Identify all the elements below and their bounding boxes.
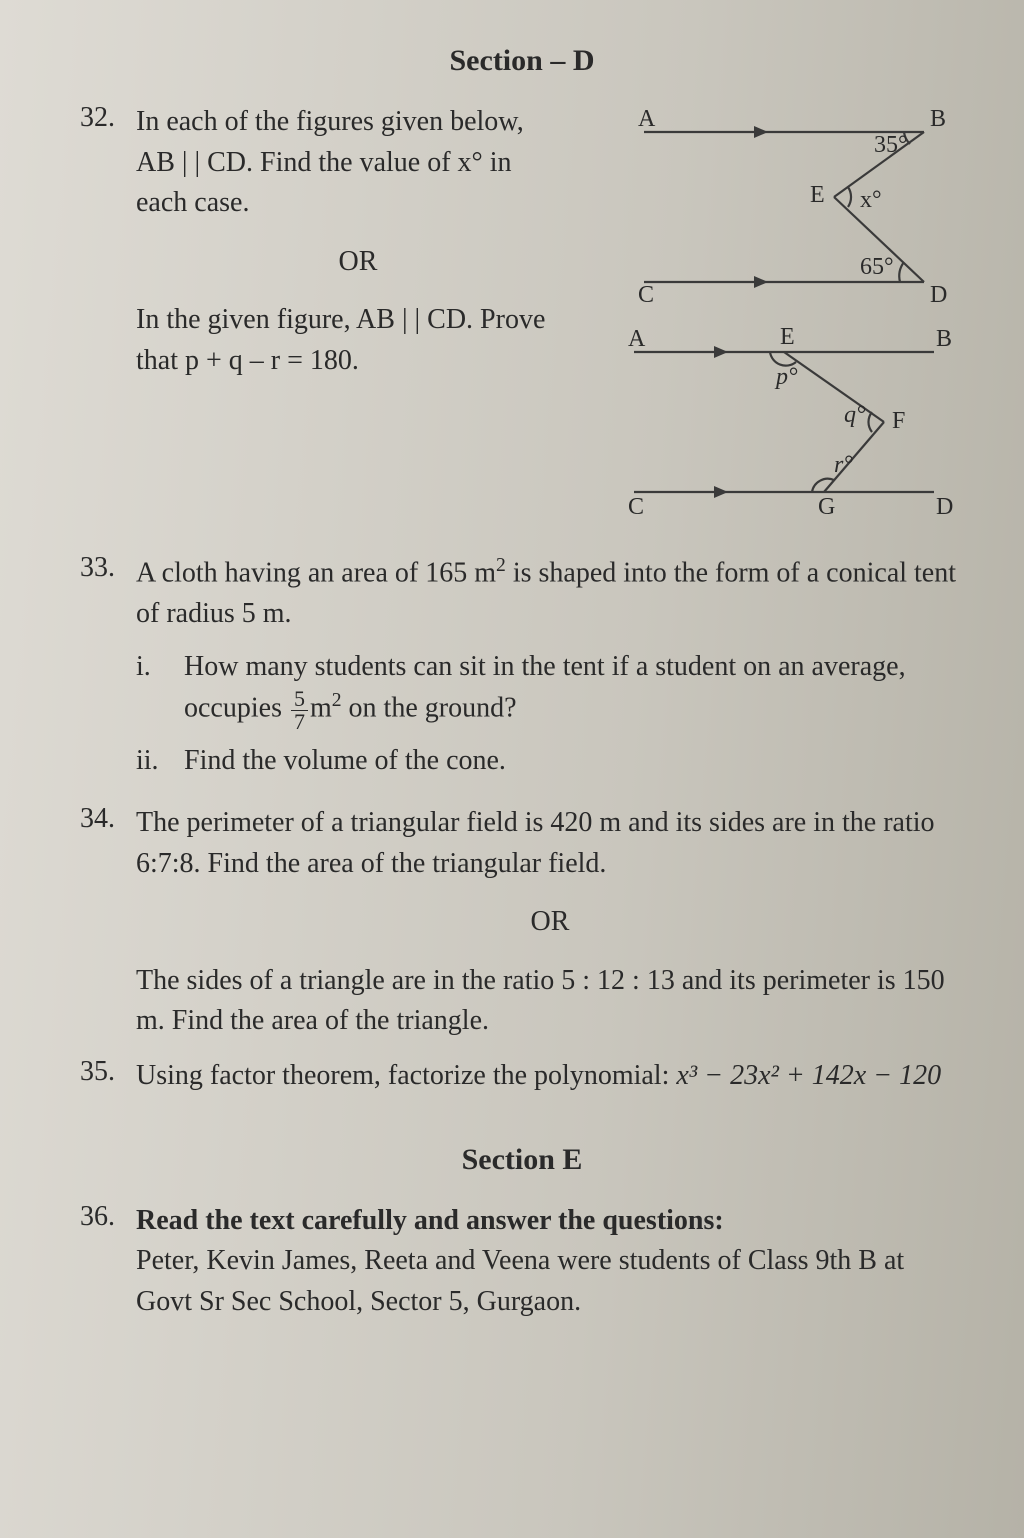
q36-lead: Read the text carefully and answer the q… bbox=[136, 1205, 724, 1236]
q34-text: The perimeter of a triangular field is 4… bbox=[136, 807, 935, 879]
q35-number: 35. bbox=[80, 1056, 136, 1088]
q34-alt: The sides of a triangle are in the ratio… bbox=[136, 965, 945, 1037]
q33-ii-body: Find the volume of the cone. bbox=[184, 741, 964, 782]
fig2-D: D bbox=[936, 494, 953, 520]
fig2-B: B bbox=[936, 326, 952, 352]
q32-body: In each of the figures given below, AB |… bbox=[136, 102, 580, 382]
q36-number: 36. bbox=[80, 1201, 136, 1233]
q34-body: The perimeter of a triangular field is 4… bbox=[136, 803, 964, 1042]
q32-block: 32. In each of the figures given below, … bbox=[80, 102, 964, 522]
q36-text: Peter, Kevin James, Reeta and Veena were… bbox=[136, 1245, 904, 1317]
q34-row: 34. The perimeter of a triangular field … bbox=[80, 803, 964, 1042]
q33-number: 33. bbox=[80, 552, 136, 584]
fig2-q: q° bbox=[844, 402, 866, 428]
fig1-B: B bbox=[930, 106, 946, 132]
q32-number: 32. bbox=[80, 102, 136, 134]
fig1-C: C bbox=[638, 282, 654, 308]
q33-body: A cloth having an area of 165 m2 is shap… bbox=[136, 552, 964, 789]
q32-line2: AB | | CD. Find the value of x° in bbox=[136, 147, 512, 178]
q33-i-c: on the ground? bbox=[342, 692, 517, 723]
page: Section – D 32. In each of the figures g… bbox=[0, 0, 1024, 1538]
q32-figure1: A B C D E 35° x° 65° bbox=[604, 102, 964, 322]
q35-text-a: Using factor theorem, factorize the poly… bbox=[136, 1060, 676, 1091]
q32-line1: In each of the figures given below, bbox=[136, 106, 524, 137]
q36-row: 36. Read the text carefully and answer t… bbox=[80, 1201, 964, 1323]
q33-i-frac-num: 5 bbox=[291, 688, 308, 711]
q32-or: OR bbox=[136, 242, 580, 283]
q33-i-body: How many students can sit in the tent if… bbox=[184, 647, 964, 733]
section-d-title: Section – D bbox=[80, 44, 964, 78]
q33-ii: ii. Find the volume of the cone. bbox=[136, 741, 964, 782]
q35-poly: x³ − 23x² + 142x − 120 bbox=[676, 1060, 941, 1091]
fig1-E: E bbox=[810, 182, 825, 208]
fig1-A: A bbox=[638, 106, 656, 132]
q32-line3: each case. bbox=[136, 187, 249, 218]
fig2-C: C bbox=[628, 494, 644, 520]
q33-ii-num: ii. bbox=[136, 741, 184, 782]
fig2-F: F bbox=[892, 408, 905, 434]
q32-alt-line2: that p + q – r = 180. bbox=[136, 345, 359, 376]
q33-i-b: m bbox=[310, 692, 332, 723]
fig1-D: D bbox=[930, 282, 947, 308]
fig1-x: x° bbox=[860, 187, 882, 213]
q33-row: 33. A cloth having an area of 165 m2 is … bbox=[80, 552, 964, 789]
q35-body: Using factor theorem, factorize the poly… bbox=[136, 1056, 964, 1097]
q33-i-frac: 57 bbox=[291, 688, 308, 733]
fig1-65: 65° bbox=[860, 254, 894, 280]
fig2-r: r° bbox=[834, 452, 853, 478]
q36-body: Read the text carefully and answer the q… bbox=[136, 1201, 964, 1323]
q33-i: i. How many students can sit in the tent… bbox=[136, 647, 964, 733]
fig2-G: G bbox=[818, 494, 835, 520]
q32-figures: A B C D E 35° x° 65° bbox=[604, 102, 964, 522]
fig1-35: 35° bbox=[874, 132, 908, 158]
fig2-A: A bbox=[628, 326, 646, 352]
q32-figure2: A E B C G D F p° q° r° bbox=[604, 322, 964, 522]
q33-i-frac-den: 7 bbox=[291, 711, 308, 733]
q35-row: 35. Using factor theorem, factorize the … bbox=[80, 1056, 964, 1097]
q32-row: 32. In each of the figures given below, … bbox=[80, 102, 580, 382]
q32-alt-line1: In the given figure, AB | | CD. Prove bbox=[136, 304, 545, 335]
section-e-title: Section E bbox=[80, 1143, 964, 1177]
fig2-E: E bbox=[780, 324, 795, 350]
q33-i-num: i. bbox=[136, 647, 184, 688]
fig2-p: p° bbox=[774, 364, 798, 390]
q33-text-a: A cloth having an area of 165 m bbox=[136, 557, 496, 588]
q32-text-col: 32. In each of the figures given below, … bbox=[80, 102, 580, 392]
q34-number: 34. bbox=[80, 803, 136, 835]
q34-or: OR bbox=[136, 902, 964, 943]
